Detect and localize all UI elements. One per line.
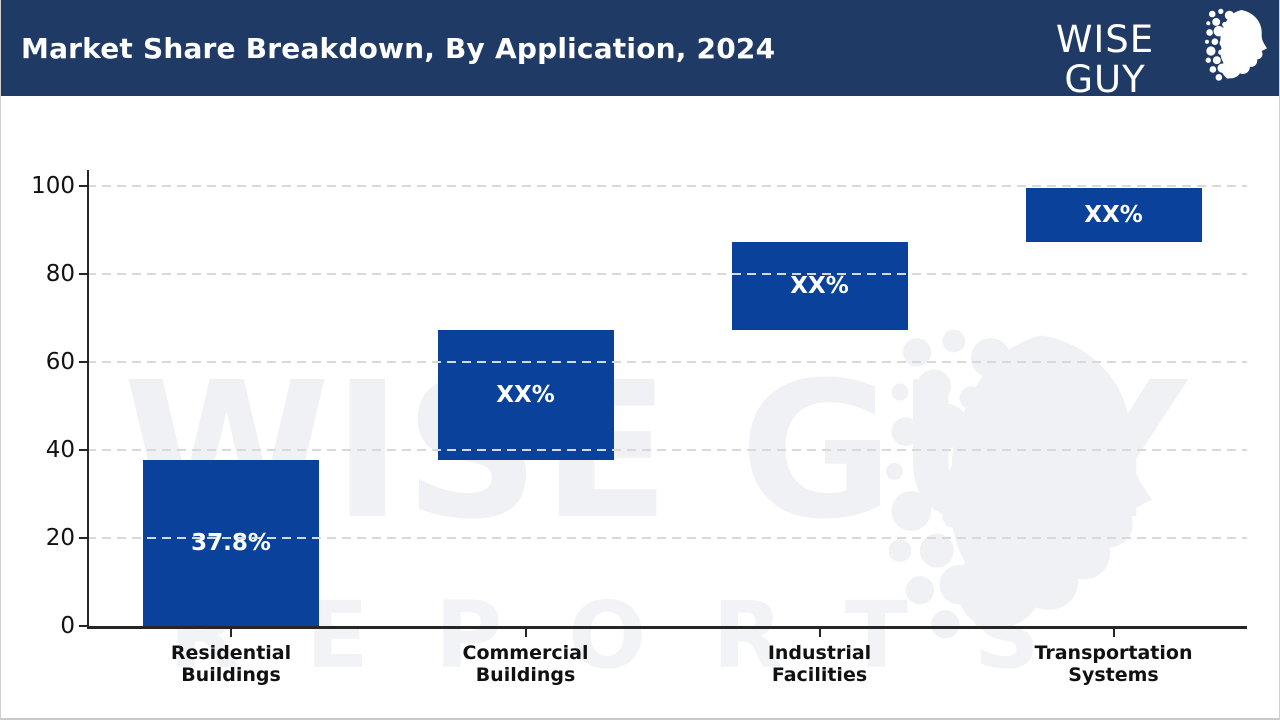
gridline-100 xyxy=(87,185,1247,187)
y-tick-label-80: 80 xyxy=(45,261,75,287)
y-tick-0 xyxy=(79,625,88,627)
gridline-80 xyxy=(87,273,1247,275)
gridline-60 xyxy=(87,361,1247,363)
y-axis-line xyxy=(87,170,89,628)
y-tick-label-100: 100 xyxy=(31,173,75,199)
y-tick-60 xyxy=(79,361,88,363)
bar-value-label-2: XX% xyxy=(790,272,849,299)
x-category-label-line: Facilities xyxy=(771,664,868,686)
brand-logo: WISE GUY REPORTS xyxy=(1009,4,1269,118)
bar-2: XX% xyxy=(731,241,908,330)
watermark-face-icon xyxy=(885,329,1153,639)
logo-reports-text: REPORTS xyxy=(1031,100,1185,118)
logo-wiseguy-text: WISE GUY xyxy=(1055,18,1155,101)
y-tick-label-0: 0 xyxy=(60,613,75,639)
bar-1: XX% xyxy=(437,329,614,460)
x-category-label-1: Commercial Buildings xyxy=(406,642,646,686)
x-tick-0 xyxy=(230,629,232,637)
x-tick-2 xyxy=(818,629,821,637)
x-category-label-line: Buildings xyxy=(475,664,576,686)
bar-3: XX% xyxy=(1025,188,1202,242)
y-tick-20 xyxy=(79,537,88,539)
x-category-label-line: Buildings xyxy=(181,664,281,686)
y-tick-label-20: 20 xyxy=(45,525,75,551)
bar-value-label-3: XX% xyxy=(1084,202,1143,229)
y-tick-100 xyxy=(79,185,88,187)
x-category-label-0: Residential Buildings xyxy=(111,642,351,686)
y-tick-label-40: 40 xyxy=(45,437,75,463)
x-category-label-line: Systems xyxy=(1068,664,1159,686)
y-tick-40 xyxy=(79,449,88,451)
x-category-label-line: Transportation xyxy=(1034,642,1193,664)
header: Market Share Breakdown, By Application, … xyxy=(1,0,1279,118)
logo-face-icon xyxy=(1204,8,1268,81)
x-tick-1 xyxy=(524,629,527,637)
page-title: Market Share Breakdown, By Application, … xyxy=(21,31,776,65)
bar-value-label-0: 37.8% xyxy=(191,529,271,556)
bar-value-label-1: XX% xyxy=(496,381,555,408)
x-category-label-line: Industrial xyxy=(767,642,872,664)
x-category-label-3: Transportation Systems xyxy=(994,642,1234,686)
x-category-label-line: Residential xyxy=(170,642,292,664)
logo-text: WISE GUY REPORTS xyxy=(1009,18,1201,119)
chart-area: WISE GUY REPORTS 0 20 40 60 80 100 37.8% XX% XX%… xyxy=(1,96,1279,718)
gridline-40 xyxy=(87,449,1247,451)
gridline-20 xyxy=(87,537,1247,539)
x-axis-line xyxy=(87,626,1247,629)
y-tick-label-60: 60 xyxy=(45,349,75,375)
bar-0: 37.8% xyxy=(143,459,319,626)
x-category-label-2: Industrial Facilities xyxy=(700,642,940,686)
x-category-label-line: Commercial xyxy=(462,642,589,664)
y-tick-80 xyxy=(79,273,88,275)
x-tick-3 xyxy=(1112,629,1115,637)
